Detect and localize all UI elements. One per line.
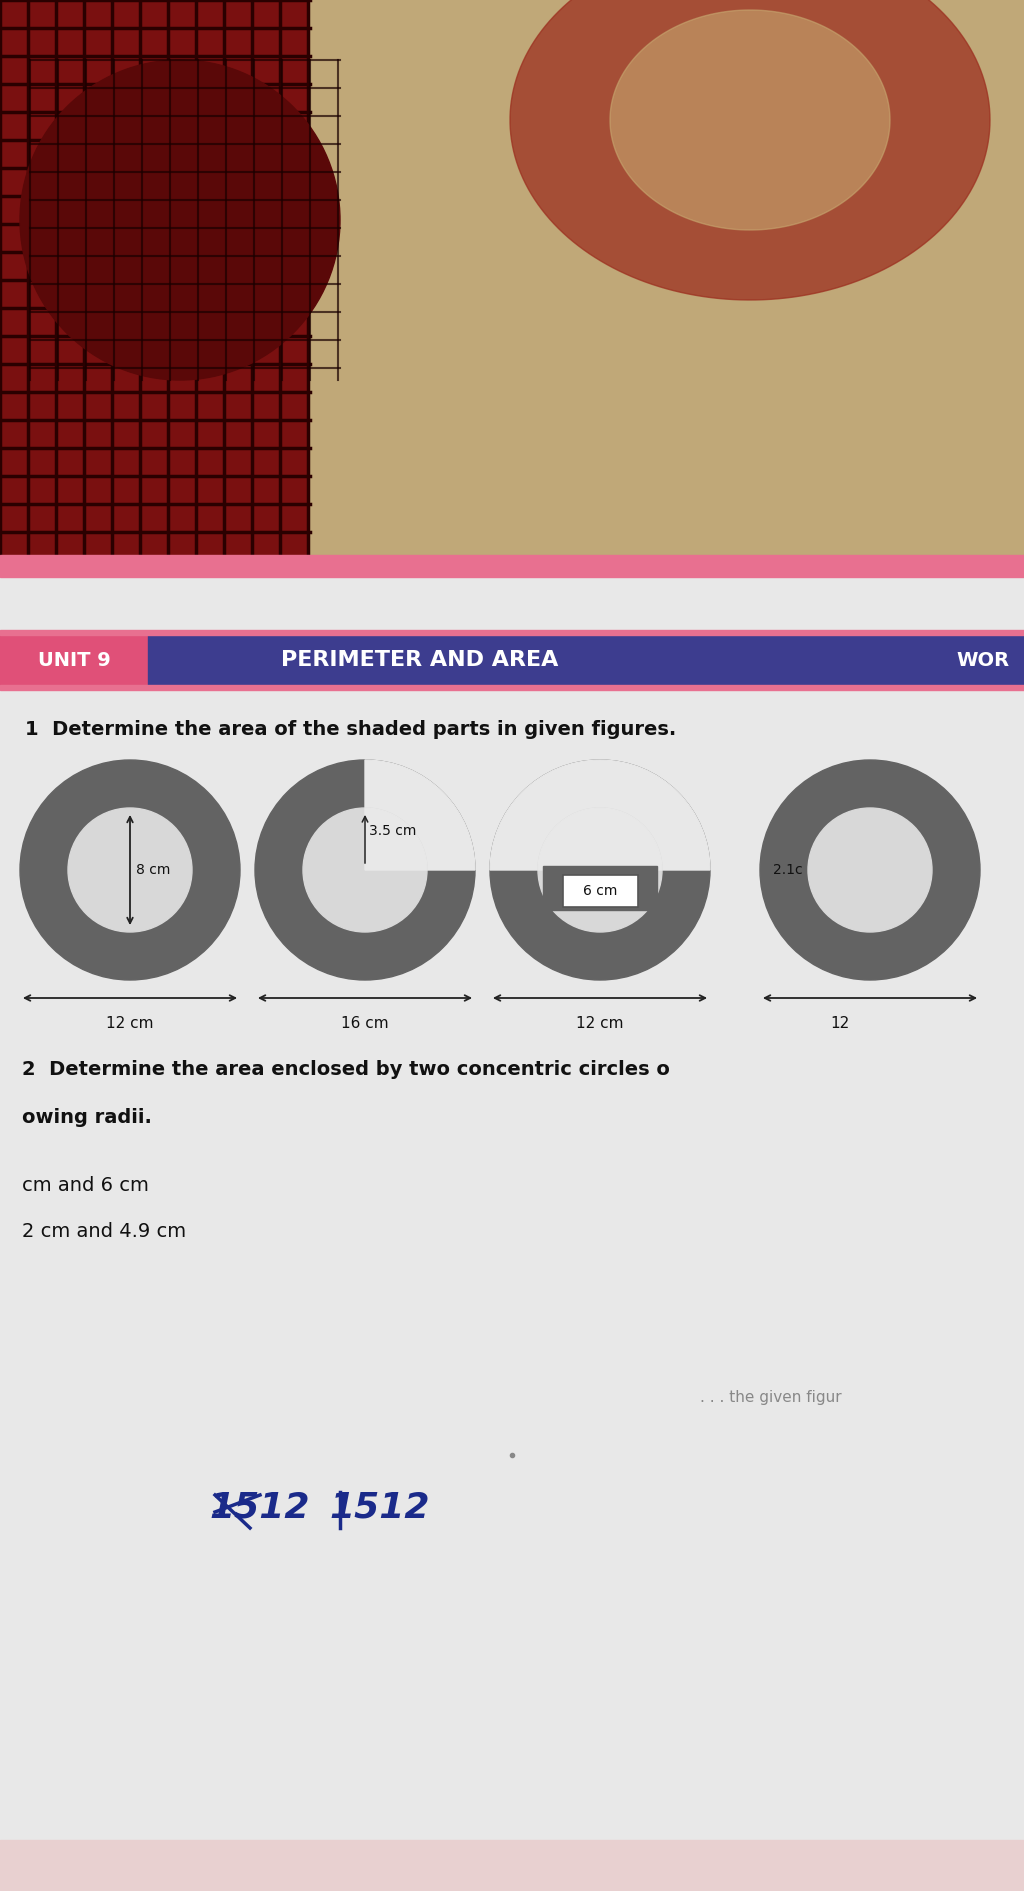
Wedge shape — [365, 760, 475, 870]
Wedge shape — [365, 807, 427, 870]
Text: 12 cm: 12 cm — [106, 1015, 154, 1031]
Bar — [0, 685, 1024, 690]
Text: owing radii.: owing radii. — [22, 1108, 152, 1127]
Bar — [0, 0, 310, 560]
Bar — [0, 577, 1024, 1891]
Bar — [0, 630, 1024, 635]
Text: 12 cm: 12 cm — [577, 1015, 624, 1031]
Circle shape — [255, 760, 475, 980]
Polygon shape — [610, 9, 890, 231]
Circle shape — [760, 760, 980, 980]
Bar — [310, 0, 1024, 560]
Text: 2 cm and 4.9 cm: 2 cm and 4.9 cm — [22, 1222, 186, 1240]
Circle shape — [20, 760, 240, 980]
Text: 1  Determine the area of the shaded parts in given figures.: 1 Determine the area of the shaded parts… — [25, 720, 676, 739]
Bar — [148, 635, 1024, 685]
Text: PERIMETER AND AREA: PERIMETER AND AREA — [282, 651, 559, 669]
Text: cm and 6 cm: cm and 6 cm — [22, 1176, 148, 1195]
Circle shape — [538, 807, 662, 932]
Text: 1512: 1512 — [330, 1490, 430, 1524]
Text: 1512: 1512 — [210, 1490, 310, 1524]
Wedge shape — [490, 760, 710, 870]
Text: UNIT 9: UNIT 9 — [38, 651, 111, 669]
Text: 12: 12 — [830, 1015, 850, 1031]
Circle shape — [490, 760, 710, 980]
Text: 2  Determine the area enclosed by two concentric circles o: 2 Determine the area enclosed by two con… — [22, 1061, 670, 1080]
Text: 6 cm: 6 cm — [583, 883, 617, 898]
Circle shape — [808, 807, 932, 932]
Text: 3.5 cm: 3.5 cm — [369, 824, 417, 838]
Bar — [562, 876, 638, 908]
Bar — [543, 866, 657, 910]
Text: . . . the given figur: . . . the given figur — [700, 1390, 842, 1405]
Text: 2.1c: 2.1c — [773, 862, 803, 877]
Text: WOR: WOR — [956, 651, 1010, 669]
Wedge shape — [538, 807, 662, 870]
Bar — [0, 1840, 1024, 1891]
Bar — [0, 554, 1024, 577]
Circle shape — [303, 807, 427, 932]
Bar — [0, 0, 1024, 560]
Text: 16 cm: 16 cm — [341, 1015, 389, 1031]
Circle shape — [68, 807, 193, 932]
Bar — [0, 635, 148, 685]
Circle shape — [20, 61, 340, 380]
Text: 8 cm: 8 cm — [136, 862, 170, 877]
Polygon shape — [510, 0, 990, 301]
